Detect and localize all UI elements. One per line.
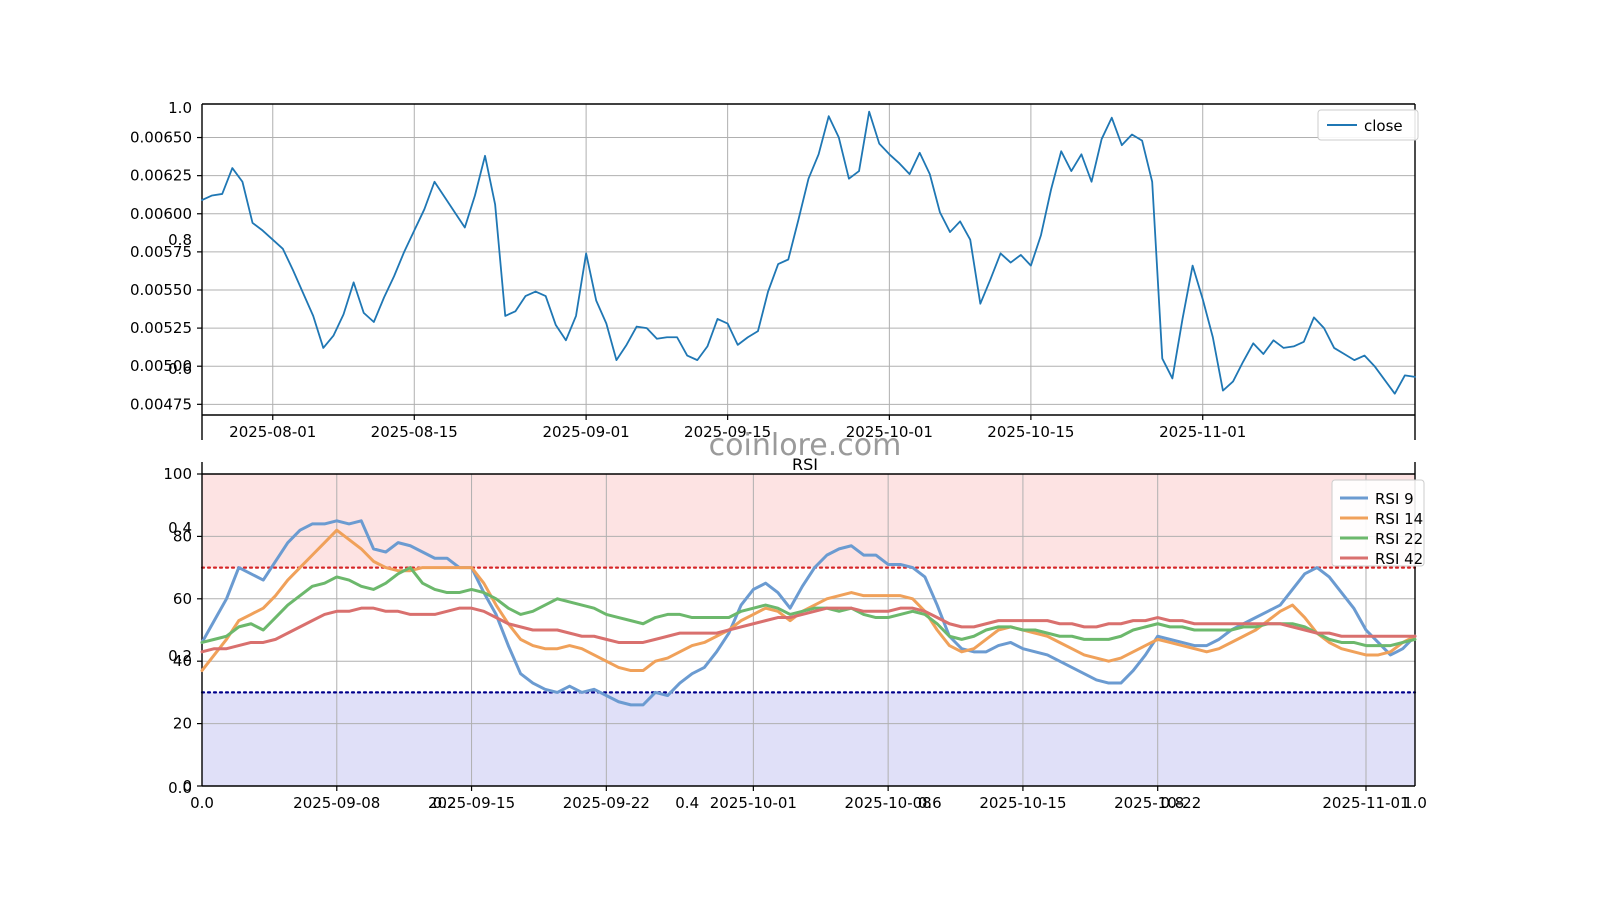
rsi-line-rsi-9: [200, 519, 1417, 707]
rsi-xtick-label-secondary: 0.0: [190, 794, 214, 812]
rsi-xtick-label: 2025-11-01: [1322, 794, 1409, 812]
rsi-xtick-label: 2025-10-08: [845, 794, 932, 812]
price-legend-box: [1317, 109, 1419, 141]
rsi-ytick-label-secondary: 0.0: [168, 779, 192, 797]
rsi-line-rsi-42: [200, 606, 1417, 654]
rsi-line-rsi-22: [200, 566, 1417, 648]
rsi-xtick-label: 2025-10-15: [979, 794, 1066, 812]
price-ytick-label: 0.00600: [130, 205, 192, 223]
rsi-xtick-label: 2025-09-22: [563, 794, 650, 812]
price-ytick-label: 0.00650: [130, 129, 192, 147]
rsi-ytick-label: 20: [173, 715, 192, 733]
price-xtick-label: 2025-09-01: [543, 423, 630, 441]
price-xtick-label: 2025-10-01: [846, 423, 933, 441]
rsi-xtick-label-secondary: 0.4: [675, 794, 699, 812]
price-chart-panel: 0.00475 0.00500 0.00525 0.00550 0.00575 0.006…: [130, 99, 1419, 441]
rsi-ytick-label: 80: [173, 527, 192, 545]
price-legend-label-close: close: [1364, 117, 1403, 135]
price-ytick-label: 0.00550: [130, 281, 192, 299]
rsi-band: [202, 474, 1415, 568]
price-xtick-label: 2025-08-15: [371, 423, 458, 441]
price-ytick-label-secondary: 0.6: [168, 360, 192, 378]
rsi-legend-box: [1331, 479, 1425, 567]
price-xtick-label: 2025-09-15: [684, 423, 771, 441]
price-ytick-label: 0.00500: [130, 357, 192, 375]
rsi-legend-label-rsi-14: RSI 14: [1375, 510, 1423, 528]
rsi-xtick-label-secondary: 0.2: [433, 794, 457, 812]
price-ytick-label: 0.00575: [130, 243, 192, 261]
rsi-band: [202, 692, 1415, 786]
rsi-legend-label-rsi-9: RSI 9: [1375, 490, 1414, 508]
rsi-xtick-label: 2025-10-22: [1114, 794, 1201, 812]
rsi-ytick-label: 60: [173, 590, 192, 608]
price-xtick-label: 2025-11-01: [1159, 423, 1246, 441]
rsi-chart-title: RSI: [792, 455, 818, 474]
price-xtick-label: 2025-08-01: [229, 423, 316, 441]
price-ytick-label-secondary: 0.8: [168, 231, 192, 249]
price-ytick-label-secondary: 1.0: [168, 99, 192, 117]
rsi-ytick-label: 100: [163, 465, 192, 483]
watermark-coinlore: coinlore.com: [709, 428, 902, 463]
rsi-chart-panel: 0 20 40 60 80 100 0.0 0.2 0.4 2025-09-08 2025-09-1…: [163, 462, 1427, 812]
rsi-legend-label-rsi-42: RSI 42: [1375, 550, 1423, 568]
price-line-close: [201, 110, 1416, 395]
rsi-xtick-label: 2025-09-15: [428, 794, 515, 812]
rsi-ytick-label-secondary: 0.2: [168, 647, 192, 665]
price-legend[interactable]: close: [1317, 109, 1419, 141]
rsi-xtick-label-secondary: 0.8: [1160, 794, 1184, 812]
price-ytick-label: 0.00625: [130, 167, 192, 185]
price-ytick-label: 0.00525: [130, 319, 192, 337]
rsi-ytick-label: 0: [182, 777, 192, 795]
rsi-xtick-label-secondary: 0.6: [918, 794, 942, 812]
rsi-xtick-label: 2025-09-08: [293, 794, 380, 812]
rsi-legend-label-rsi-22: RSI 22: [1375, 530, 1423, 548]
rsi-ytick-label-secondary: 0.4: [168, 519, 192, 537]
rsi-ytick-label: 40: [173, 652, 192, 670]
price-xtick-label: 2025-10-15: [987, 423, 1074, 441]
rsi-xtick-label: 2025-10-01: [710, 794, 797, 812]
rsi-legend[interactable]: RSI 9 RSI 14 RSI 22 RSI 42: [1331, 479, 1425, 568]
rsi-xtick-label-secondary: 1.0: [1403, 794, 1427, 812]
price-ytick-label: 0.00475: [130, 395, 192, 413]
